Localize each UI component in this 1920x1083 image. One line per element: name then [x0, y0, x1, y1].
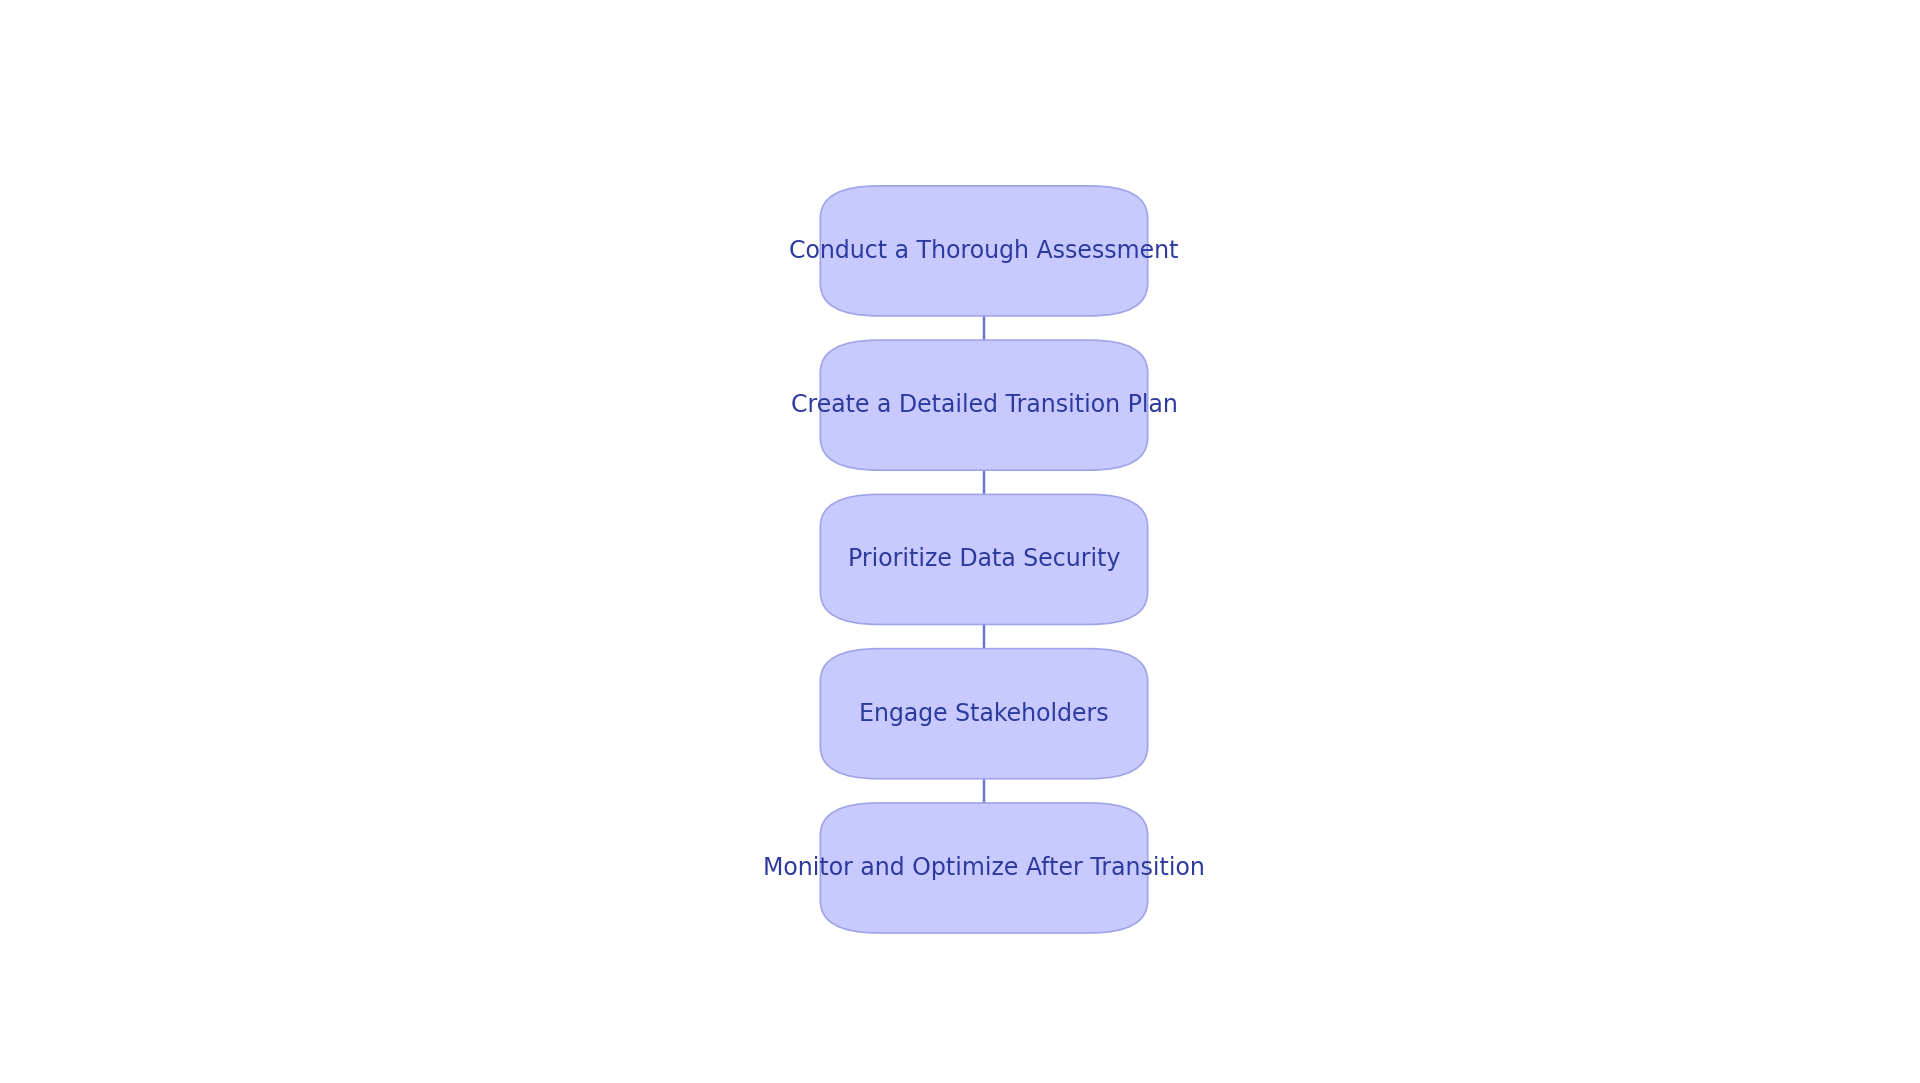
- FancyBboxPatch shape: [820, 494, 1148, 625]
- Text: Conduct a Thorough Assessment: Conduct a Thorough Assessment: [789, 239, 1179, 263]
- FancyBboxPatch shape: [820, 803, 1148, 934]
- FancyBboxPatch shape: [820, 340, 1148, 470]
- Text: Engage Stakeholders: Engage Stakeholders: [858, 702, 1110, 726]
- FancyBboxPatch shape: [820, 649, 1148, 779]
- FancyBboxPatch shape: [820, 186, 1148, 316]
- Text: Prioritize Data Security: Prioritize Data Security: [849, 547, 1119, 572]
- Text: Monitor and Optimize After Transition: Monitor and Optimize After Transition: [762, 856, 1206, 880]
- Text: Create a Detailed Transition Plan: Create a Detailed Transition Plan: [791, 393, 1177, 417]
